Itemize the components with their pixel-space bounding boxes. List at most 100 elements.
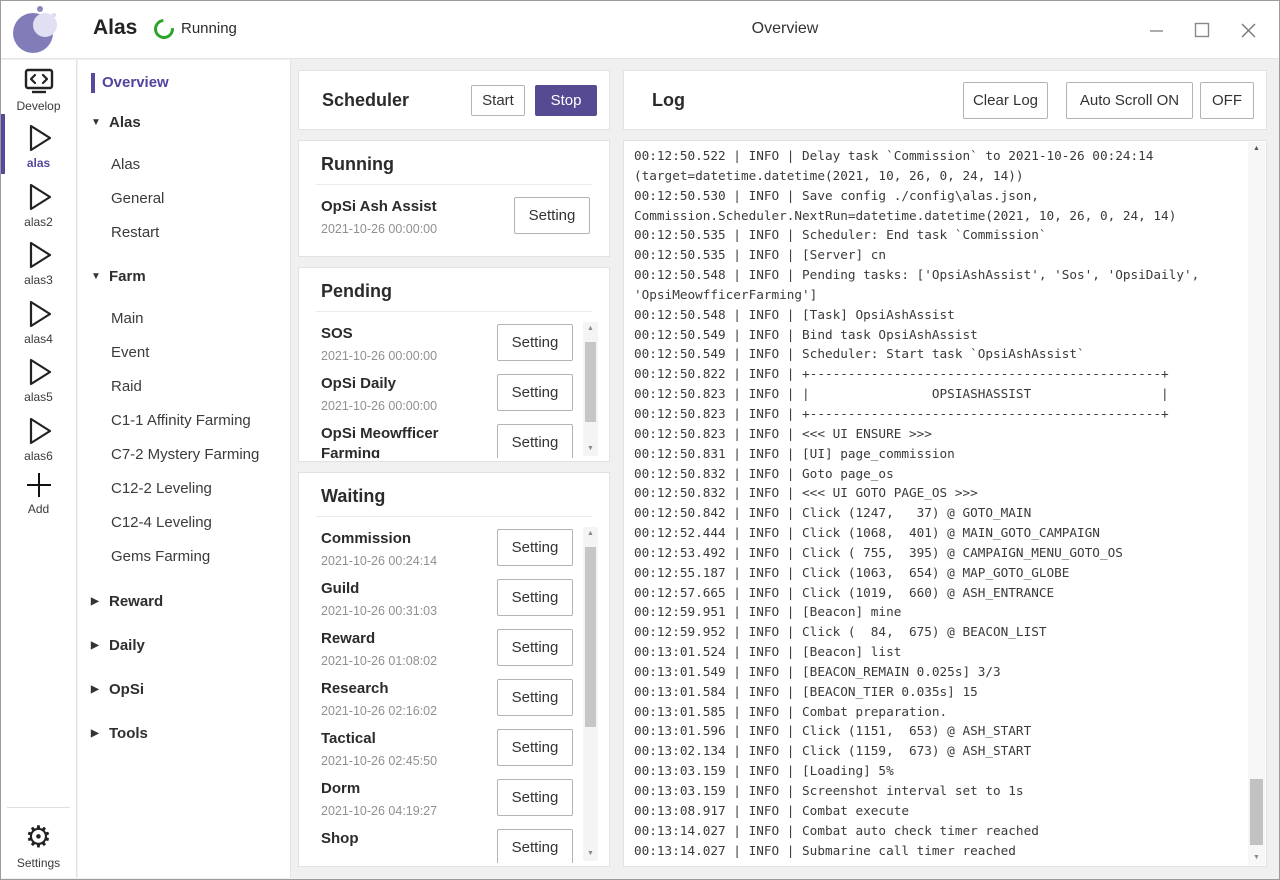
- running-title: Running: [321, 154, 394, 174]
- setting-button[interactable]: Setting: [497, 324, 573, 361]
- log-line: 00:12:50.549 | INFO | Bind task OpsiAshA…: [634, 326, 978, 342]
- close-icon[interactable]: [1225, 10, 1271, 50]
- task-name: Reward: [321, 630, 376, 647]
- setting-button[interactable]: Setting: [497, 374, 573, 411]
- waiting-scrollbar[interactable]: ▲ ▼: [583, 527, 598, 861]
- play-icon: [29, 183, 51, 211]
- sidebar-item-alas6[interactable]: alas6: [1, 415, 76, 463]
- running-spinner-icon: [149, 14, 179, 44]
- log-line: 00:13:03.159 | INFO | [Loading] 5%: [634, 763, 894, 779]
- nav-item-general[interactable]: General: [111, 190, 165, 207]
- log-output: 00:12:50.522 | INFO | Delay task `Commis…: [634, 146, 1246, 866]
- nav-item-event[interactable]: Event: [111, 344, 150, 361]
- setting-button[interactable]: Setting: [497, 629, 573, 666]
- nav-group-farm[interactable]: ▼ Farm: [78, 266, 290, 288]
- task-next-run: 2021-10-26 02:16:02: [321, 704, 438, 718]
- play-icon: [29, 241, 51, 269]
- setting-button[interactable]: Setting: [497, 729, 573, 766]
- pending-scrollbar[interactable]: ▲ ▼: [583, 322, 598, 456]
- log-line: 00:12:57.665 | INFO | Click (1019, 660) …: [634, 584, 1055, 600]
- sidebar-item-alas3[interactable]: alas3: [1, 239, 76, 287]
- log-line: 00:12:50.549 | INFO | Scheduler: Start t…: [634, 346, 1085, 362]
- log-line: 00:12:50.831 | INFO | [UI] page_commissi…: [634, 445, 955, 461]
- settings-button[interactable]: ⚙ Settings: [1, 822, 76, 871]
- running-panel: Running OpSi Ash Assist 2021-10-26 00:00…: [298, 140, 610, 257]
- divider: [316, 184, 592, 185]
- sidebar-item-label: Settings: [16, 856, 61, 870]
- task-nav: Overview ▼ Alas Alas General Restart ▼ F…: [78, 60, 291, 878]
- scrollbar-thumb[interactable]: [585, 342, 596, 422]
- task-row: Tactical 2021-10-26 02:45:50 Setting: [321, 729, 573, 779]
- nav-active-indicator: [91, 73, 95, 93]
- nav-item-raid[interactable]: Raid: [111, 378, 142, 395]
- nav-item-c12-4-leveling[interactable]: C12-4 Leveling: [111, 514, 212, 531]
- stop-button[interactable]: Stop: [535, 84, 597, 116]
- sidebar-item-alas4[interactable]: alas4: [1, 298, 76, 346]
- nav-item-alas[interactable]: Alas: [111, 156, 141, 173]
- scroll-down-icon[interactable]: ▼: [587, 445, 594, 452]
- nav-group-tools[interactable]: ▶ Tools: [78, 723, 290, 745]
- scrollbar-thumb[interactable]: [1250, 779, 1263, 845]
- auto-scroll-on-button[interactable]: Auto Scroll ON: [1066, 81, 1193, 119]
- log-scrollbar[interactable]: ▲ ▼: [1248, 142, 1265, 865]
- scheduler-title: Scheduler: [322, 89, 410, 110]
- setting-button[interactable]: Setting: [497, 579, 573, 616]
- scheduler-panel: Scheduler Start Stop: [298, 70, 610, 130]
- pending-title: Pending: [321, 281, 392, 301]
- task-name: Guild: [321, 580, 360, 597]
- maximize-icon[interactable]: [1179, 10, 1225, 50]
- log-line: 00:12:50.823 | INFO | | OPSIASHASSIST |: [634, 386, 1169, 402]
- task-name: SOS: [321, 325, 353, 342]
- nav-item-overview[interactable]: Overview: [78, 72, 290, 94]
- nav-group-reward[interactable]: ▶ Reward: [78, 591, 290, 613]
- log-line: Commission.Scheduler.NextRun=datetime.da…: [634, 207, 1177, 223]
- setting-button[interactable]: Setting: [497, 679, 573, 716]
- nav-item-c1-1-affinity-farming[interactable]: C1-1 Affinity Farming: [111, 412, 251, 429]
- setting-button[interactable]: Setting: [497, 779, 573, 816]
- nav-group-daily[interactable]: ▶ Daily: [78, 635, 290, 657]
- log-line: 00:12:50.823 | INFO | <<< UI ENSURE >>>: [634, 425, 932, 441]
- sidebar-item-alas2[interactable]: alas2: [1, 181, 76, 229]
- scroll-up-icon[interactable]: ▲: [587, 530, 594, 537]
- scrollbar-thumb[interactable]: [585, 547, 596, 727]
- scroll-up-icon[interactable]: ▲: [1253, 145, 1260, 152]
- scroll-up-icon[interactable]: ▲: [587, 325, 594, 332]
- nav-item-gems-farming[interactable]: Gems Farming: [111, 548, 211, 565]
- auto-scroll-off-button[interactable]: OFF: [1200, 81, 1254, 119]
- task-name: OpSi Ash Assist: [321, 198, 437, 215]
- scroll-down-icon[interactable]: ▼: [1253, 854, 1260, 861]
- log-line: 00:13:08.917 | INFO | Combat execute: [634, 802, 909, 818]
- minimize-icon[interactable]: [1133, 10, 1179, 50]
- add-instance-button[interactable]: Add: [1, 470, 76, 516]
- nav-item-main[interactable]: Main: [111, 310, 144, 327]
- nav-group-opsi[interactable]: ▶ OpSi: [78, 679, 290, 701]
- log-line: 00:12:50.548 | INFO | Pending tasks: ['O…: [634, 267, 1200, 283]
- log-header-panel: Log Clear Log Auto Scroll ON OFF: [623, 70, 1267, 130]
- setting-button[interactable]: Setting: [497, 829, 573, 863]
- clear-log-button[interactable]: Clear Log: [963, 81, 1048, 119]
- waiting-panel: Waiting Commission 2021-10-26 00:24:14 S…: [298, 472, 610, 867]
- app-name: Alas: [93, 16, 138, 39]
- setting-button[interactable]: Setting: [497, 529, 573, 566]
- sidebar-item-label: alas4: [24, 332, 53, 346]
- log-line: 00:12:50.822 | INFO | +-----------------…: [634, 366, 1169, 382]
- task-row: OpSi Meowfficer Farming Setting: [321, 424, 573, 458]
- log-line: 00:12:50.530 | INFO | Save config ./conf…: [634, 187, 1039, 203]
- log-line: 00:13:01.585 | INFO | Combat preparation…: [634, 703, 948, 719]
- nav-item-c12-2-leveling[interactable]: C12-2 Leveling: [111, 480, 212, 497]
- task-next-run: 2021-10-26 00:31:03: [321, 604, 438, 618]
- nav-item-restart[interactable]: Restart: [111, 224, 160, 241]
- start-button[interactable]: Start: [471, 84, 525, 116]
- sidebar-item-alas5[interactable]: alas5: [1, 356, 76, 404]
- scheduler-status: Running: [181, 20, 237, 37]
- setting-button[interactable]: Setting: [514, 197, 590, 234]
- task-row: Commission 2021-10-26 00:24:14 Setting: [321, 529, 573, 579]
- title-bar: Alas Running Overview: [1, 1, 1279, 59]
- scroll-down-icon[interactable]: ▼: [587, 850, 594, 857]
- sidebar-item-alas[interactable]: alas: [1, 122, 76, 170]
- log-line: 00:13:01.524 | INFO | [Beacon] list: [634, 644, 902, 660]
- nav-group-alas[interactable]: ▼ Alas: [78, 112, 290, 134]
- sidebar-item-develop[interactable]: Develop: [1, 67, 76, 113]
- setting-button[interactable]: Setting: [497, 424, 573, 458]
- nav-item-c7-2-mystery-farming[interactable]: C7-2 Mystery Farming: [111, 446, 260, 463]
